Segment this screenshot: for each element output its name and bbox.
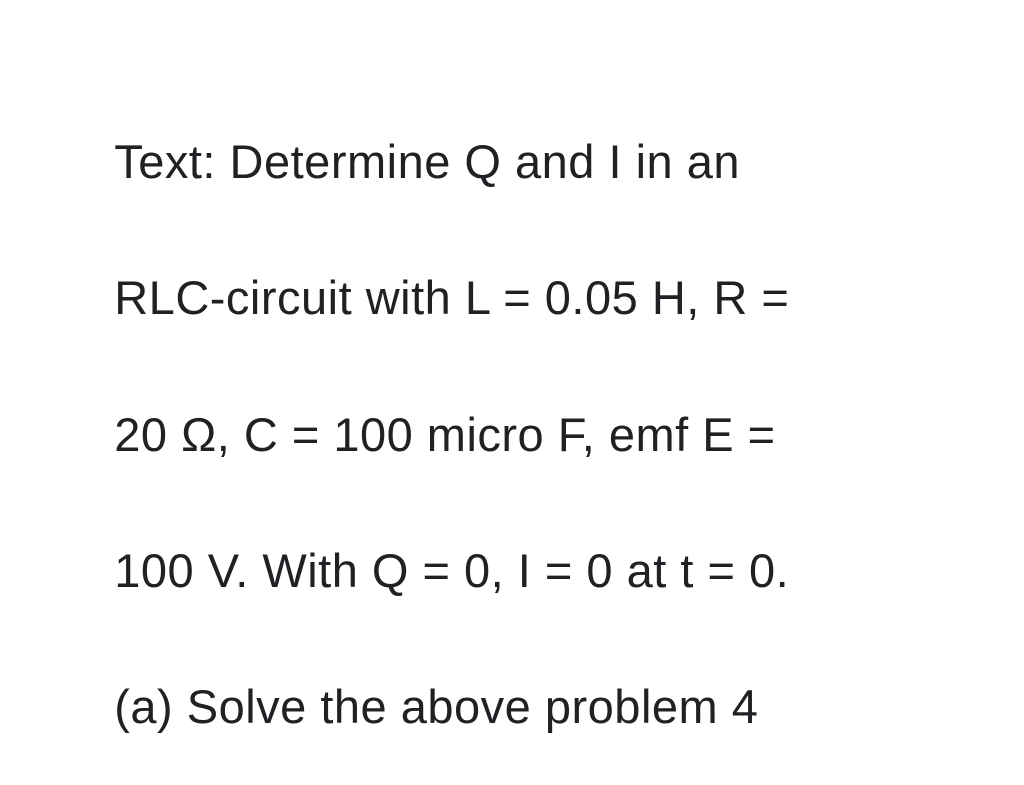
line-4: 100 V. With Q = 0, I = 0 at t = 0.: [114, 544, 789, 597]
line-2: RLC-circuit with L = 0.05 H, R =: [114, 271, 789, 324]
problem-text: Text: Determine Q and I in an RLC-circui…: [60, 60, 964, 785]
line-3: 20 Ω, C = 100 micro F, emf E =: [114, 408, 775, 461]
page: Text: Determine Q and I in an RLC-circui…: [0, 0, 1024, 785]
line-5: (a) Solve the above problem 4: [114, 680, 758, 733]
line-1: Text: Determine Q and I in an: [114, 135, 740, 188]
